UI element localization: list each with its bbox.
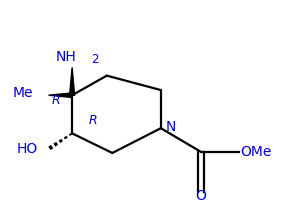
Text: NH: NH xyxy=(55,50,76,64)
Text: HO: HO xyxy=(17,142,38,156)
Polygon shape xyxy=(49,93,72,97)
Text: R: R xyxy=(89,115,97,127)
Text: Me: Me xyxy=(12,86,33,100)
Text: N: N xyxy=(166,120,176,134)
Text: R: R xyxy=(51,94,60,107)
Text: 2: 2 xyxy=(92,53,99,66)
Text: OMe: OMe xyxy=(240,145,271,159)
Polygon shape xyxy=(70,67,75,95)
Text: O: O xyxy=(196,189,207,203)
